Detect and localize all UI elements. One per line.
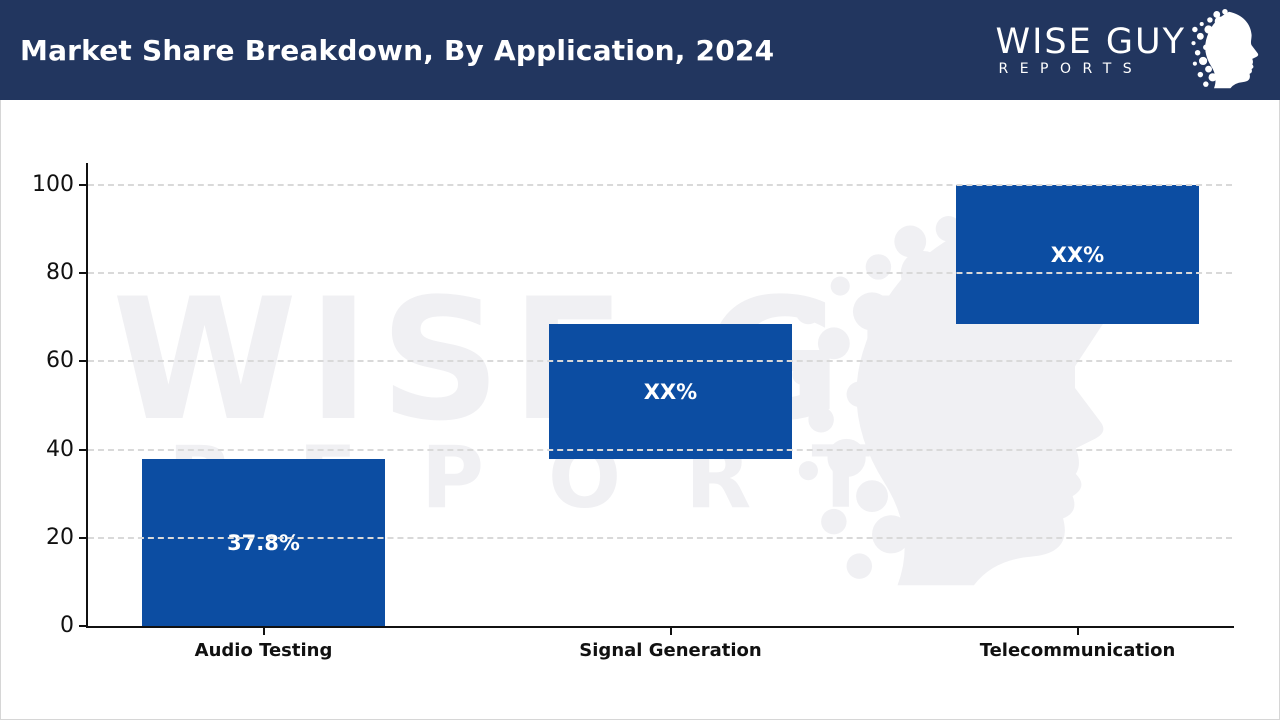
y-tick-mark	[79, 272, 87, 275]
bar: XX%	[956, 185, 1199, 325]
y-tick-label: 20	[46, 524, 74, 550]
bar-value-label: 37.8%	[227, 530, 300, 555]
y-tick-label: 80	[46, 260, 74, 286]
y-tick-mark	[79, 184, 87, 186]
bar: 37.8%	[142, 459, 385, 626]
bar: XX%	[549, 324, 792, 460]
wiseguy-logo: WISE GUY REPORTS	[995, 8, 1266, 92]
x-tick-mark	[1076, 628, 1079, 635]
x-axis-category-label: Audio Testing	[194, 640, 333, 661]
plot-area: 0 20 40 60 80 100 37.8% XX% XX% Audio Testing Sign…	[32, 163, 1234, 661]
logo-subtext: REPORTS	[998, 61, 1144, 77]
wiseguy-head-icon	[1191, 9, 1259, 89]
gridline	[88, 360, 1232, 363]
gridline	[88, 448, 1232, 451]
y-tick-label: 100	[32, 172, 74, 197]
x-tick-mark	[262, 628, 265, 635]
y-tick-label: 60	[46, 348, 74, 374]
page-title: Market Share Breakdown, By Application, …	[20, 33, 775, 67]
gridline	[88, 272, 1232, 275]
logo-text: WISE GUY REPORTS	[995, 23, 1186, 77]
bar-value-label: XX%	[1050, 242, 1105, 267]
y-axis-line	[86, 163, 88, 628]
gridline	[88, 184, 1232, 186]
x-tick-mark	[669, 628, 672, 635]
y-tick-mark	[79, 448, 87, 451]
y-tick-label: 40	[46, 436, 74, 462]
x-axis-category-label: Signal Generation	[579, 640, 762, 661]
y-tick-mark	[79, 360, 87, 363]
x-axis-category-label: Telecommunication	[979, 640, 1176, 661]
x-axis-line	[86, 626, 1234, 628]
y-tick-mark	[79, 625, 87, 627]
bar-value-label: XX%	[643, 379, 698, 404]
y-tick-label: 0	[60, 613, 74, 638]
logo-wordmark: WISE GUY	[995, 22, 1186, 62]
y-tick-mark	[79, 536, 87, 539]
header: Market Share Breakdown, By Application, …	[0, 0, 1280, 100]
gridline	[88, 536, 1232, 539]
